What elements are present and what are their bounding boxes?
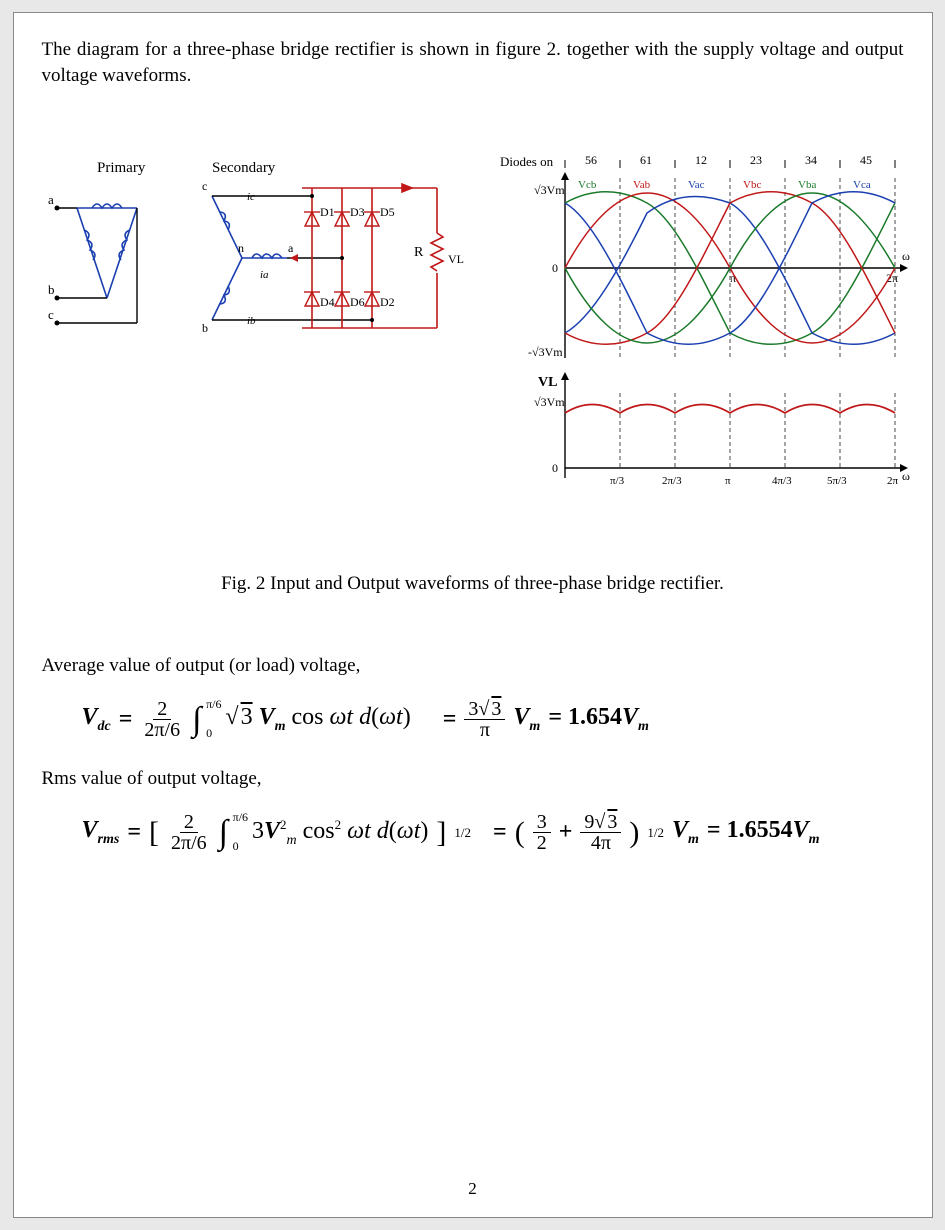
current-ib: ib bbox=[247, 315, 256, 327]
svg-text:ωt: ωt bbox=[902, 249, 910, 263]
current-ic: ic bbox=[247, 191, 255, 203]
secondary-node-b: b bbox=[202, 321, 208, 335]
svg-text:Vab: Vab bbox=[633, 179, 651, 191]
svg-text:61: 61 bbox=[640, 153, 652, 167]
intro-text: The diagram for a three-phase bridge rec… bbox=[42, 37, 904, 88]
svg-text:2π/3: 2π/3 bbox=[662, 475, 682, 487]
current-ia: ia bbox=[260, 269, 269, 281]
svg-text:D2: D2 bbox=[380, 295, 395, 309]
terminal-a: a bbox=[48, 192, 54, 207]
svg-text:D4: D4 bbox=[320, 295, 335, 309]
terminal-b: b bbox=[48, 282, 55, 297]
svg-text:D6: D6 bbox=[350, 295, 365, 309]
figure-caption: Fig. 2 Input and Output waveforms of thr… bbox=[42, 573, 904, 595]
secondary-wye bbox=[212, 196, 287, 320]
svg-text:Vac: Vac bbox=[688, 179, 705, 191]
svg-text:Vbc: Vbc bbox=[743, 179, 761, 191]
secondary-phase-a: a bbox=[288, 241, 294, 255]
svg-text:√3Vm: √3Vm bbox=[534, 395, 565, 409]
circuit-diagram: Primary a b c Se bbox=[42, 148, 472, 513]
primary-delta bbox=[77, 204, 137, 298]
svg-text:D5: D5 bbox=[380, 205, 395, 219]
svg-text:0: 0 bbox=[552, 461, 558, 475]
page-number: 2 bbox=[468, 1179, 477, 1199]
load-R-label: R bbox=[414, 245, 424, 260]
waveform-diagram: Diodes on 56 61 12 23 34 45 bbox=[490, 148, 910, 513]
upper-plot: √3Vm 0 -√3Vm π 2π ωt Vcb Vab bbox=[528, 172, 910, 359]
svg-text:45: 45 bbox=[860, 153, 872, 167]
svg-text:56: 56 bbox=[585, 153, 597, 167]
lower-plot: VL √3Vm 0 ωt π/3 2π/3 bbox=[534, 372, 910, 487]
conduction-sequence: 56 61 12 23 34 45 bbox=[565, 153, 895, 168]
svg-text:√3Vm: √3Vm bbox=[534, 183, 565, 197]
avg-label: Average value of output (or load) voltag… bbox=[42, 655, 904, 677]
svg-text:VL: VL bbox=[538, 375, 557, 390]
diodes-on-label: Diodes on bbox=[500, 154, 554, 169]
figure-row: Primary a b c Se bbox=[42, 148, 904, 513]
svg-text:5π/3: 5π/3 bbox=[827, 475, 847, 487]
svg-text:Vba: Vba bbox=[798, 179, 816, 191]
page: The diagram for a three-phase bridge rec… bbox=[13, 12, 933, 1218]
svg-text:23: 23 bbox=[750, 153, 762, 167]
secondary-label: Secondary bbox=[212, 160, 276, 176]
terminal-c: c bbox=[48, 307, 54, 322]
secondary-node-n: n bbox=[238, 241, 244, 255]
diodes-top: D1 D3 D5 bbox=[304, 205, 395, 226]
svg-text:12: 12 bbox=[695, 153, 707, 167]
rms-label: Rms value of output voltage, bbox=[42, 768, 904, 790]
diodes-bottom: D4 D6 D2 bbox=[304, 292, 395, 309]
svg-text:34: 34 bbox=[805, 153, 817, 167]
svg-text:D3: D3 bbox=[350, 205, 365, 219]
svg-text:0: 0 bbox=[552, 261, 558, 275]
svg-text:4π/3: 4π/3 bbox=[772, 475, 792, 487]
svg-text:D1: D1 bbox=[320, 205, 335, 219]
svg-text:π/3: π/3 bbox=[610, 475, 625, 487]
svg-text:2π: 2π bbox=[887, 475, 899, 487]
svg-text:Vcb: Vcb bbox=[578, 179, 597, 191]
load bbox=[431, 188, 443, 328]
equation-vrms: Vrms = [ 22π/6 ∫π/60 3V2m cos2 ωt d(ωt) … bbox=[82, 812, 904, 853]
load-V-label: VL bbox=[448, 252, 464, 266]
primary-label: Primary bbox=[97, 160, 146, 176]
secondary-node-c: c bbox=[202, 179, 207, 193]
svg-text:π: π bbox=[725, 475, 731, 487]
svg-text:ωt: ωt bbox=[902, 469, 910, 483]
svg-text:-√3Vm: -√3Vm bbox=[528, 345, 563, 359]
svg-text:Vca: Vca bbox=[853, 179, 871, 191]
equation-vdc: Vdc = 22π/6 ∫π/60 √3 Vm cos ωt d(ωt) = 3… bbox=[82, 699, 904, 740]
